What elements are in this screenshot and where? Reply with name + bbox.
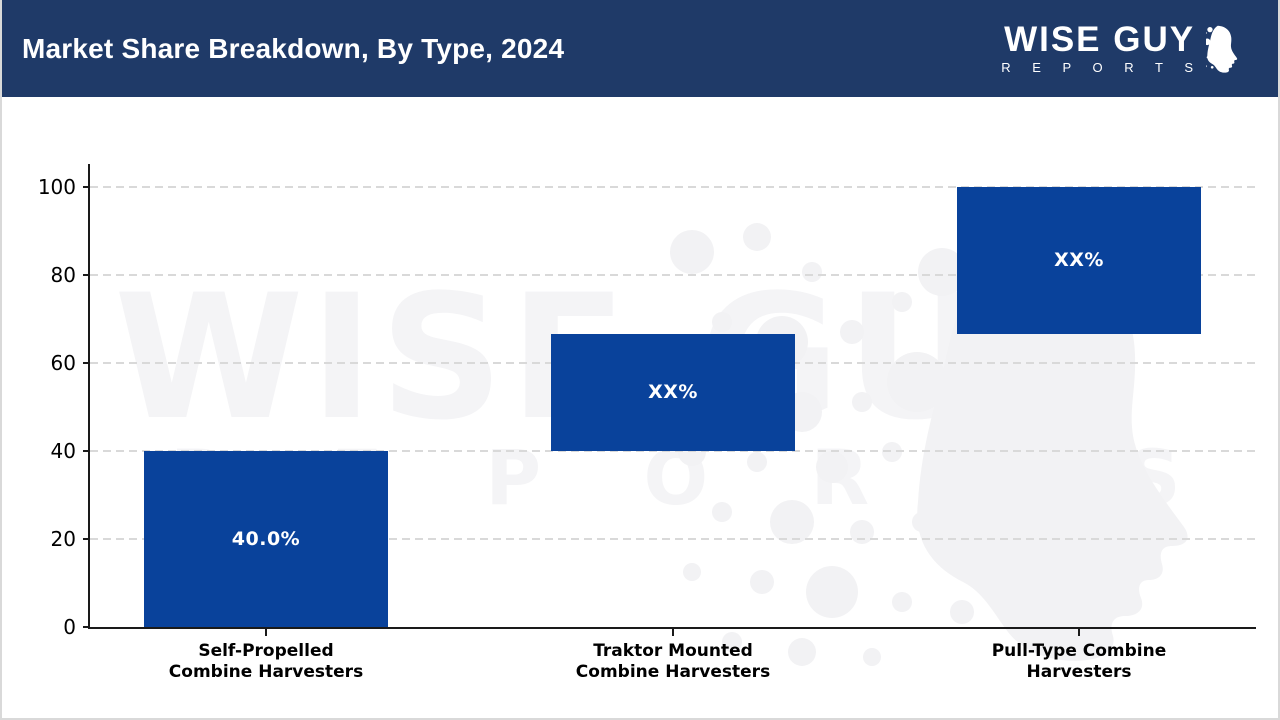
y-tick — [83, 450, 90, 452]
page-title: Market Share Breakdown, By Type, 2024 — [22, 32, 565, 64]
bar-segment: XX% — [551, 333, 795, 451]
category-label-line: Traktor Mounted — [593, 641, 753, 661]
y-tick — [83, 626, 90, 628]
y-tick — [83, 186, 90, 188]
bar-value-label: XX% — [1054, 249, 1104, 272]
category-label-line: Harvesters — [1026, 662, 1132, 682]
y-tick-label: 20 — [50, 527, 76, 551]
x-tick — [672, 629, 674, 636]
brand-logo: WISE GUY R E P O R T S — [997, 10, 1280, 88]
gridline — [90, 450, 1256, 452]
category-label: Traktor Mounted Combine Harvesters — [513, 641, 833, 683]
gridline — [90, 538, 1256, 540]
x-tick — [1078, 629, 1080, 636]
brand-face-icon — [1206, 10, 1268, 88]
y-axis-line — [88, 164, 90, 629]
category-label-line: Pull-Type Combine — [991, 641, 1167, 661]
y-tick — [83, 274, 90, 276]
category-label-line: Combine Harvesters — [168, 662, 364, 682]
bar-value-label: 40.0% — [231, 528, 301, 550]
brand-logo-text: WISE GUY R E P O R T S — [997, 22, 1202, 75]
gridline — [90, 186, 1256, 188]
y-tick — [83, 362, 90, 364]
bar-value-label: XX% — [648, 381, 698, 404]
x-tick — [265, 629, 267, 636]
category-label-line: Combine Harvesters — [575, 662, 771, 682]
brand-name: WISE GUY — [1004, 20, 1196, 59]
y-tick-label: 100 — [37, 175, 76, 199]
category-label: Self-Propelled Combine Harvesters — [106, 641, 426, 683]
bar-segment: XX% — [957, 187, 1201, 334]
y-tick-label: 0 — [63, 615, 76, 639]
brand-subtitle: R E P O R T S — [1001, 60, 1202, 75]
y-tick — [83, 538, 90, 540]
category-label-line: Self-Propelled — [198, 641, 334, 661]
x-axis-line — [88, 627, 1256, 629]
header-bar: Market Share Breakdown, By Type, 2024 WI… — [2, 0, 1280, 97]
y-tick-label: 60 — [50, 351, 76, 375]
y-tick-label: 40 — [50, 439, 76, 463]
bar-segment: 40.0% — [144, 451, 388, 627]
category-label: Pull-Type Combine Harvesters — [919, 641, 1239, 683]
y-tick-label: 80 — [50, 263, 76, 287]
gridline — [90, 274, 1256, 276]
